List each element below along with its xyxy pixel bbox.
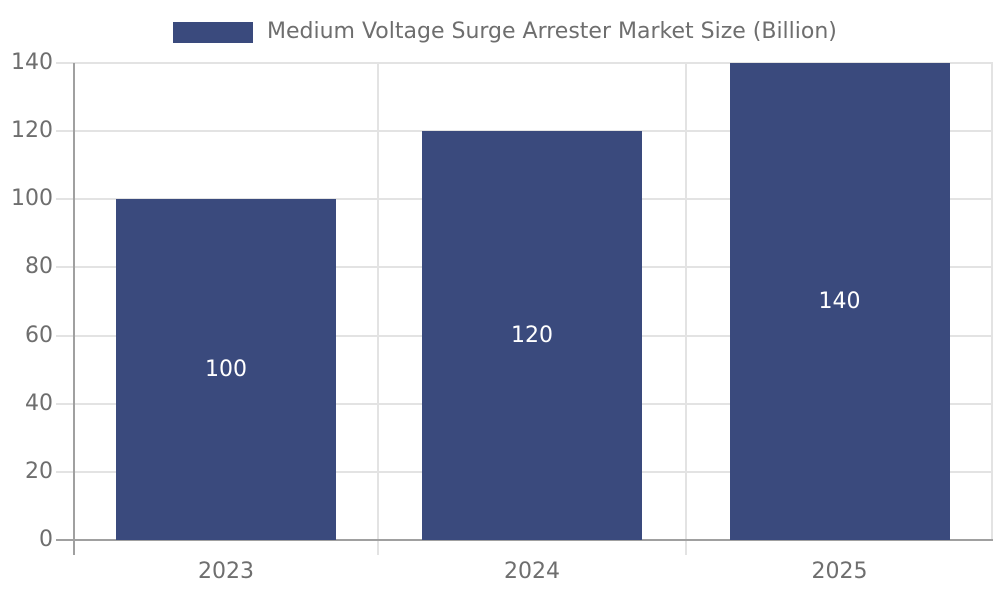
gridline-y-140	[74, 62, 993, 64]
y-tick-label-100: 100	[11, 186, 53, 212]
bar-value-label-2024: 120	[511, 322, 553, 348]
y-tick-label-40: 40	[25, 390, 53, 416]
y-tick-mark-120	[56, 130, 74, 133]
plot-area: 0 20 40 60 80 100 120 140 100 2023 120 2024 140 2025	[11, 51, 993, 584]
gridline-x-2	[685, 63, 687, 540]
bar-value-label-2023: 100	[205, 356, 247, 382]
bar-2024	[422, 131, 642, 540]
x-axis-line	[56, 539, 993, 541]
y-tick-mark-40	[56, 402, 74, 405]
y-tick-label-80: 80	[25, 254, 53, 280]
bar-2025	[729, 63, 950, 540]
y-tick-mark-60	[56, 334, 74, 337]
y-tick-label-140: 140	[11, 50, 53, 75]
x-tick-label-2025: 2025	[811, 559, 868, 584]
y-tick-label-60: 60	[25, 322, 53, 348]
y-tick-label-120: 120	[11, 118, 53, 144]
gridline-y-120	[74, 130, 993, 133]
y-tick-mark-80	[56, 266, 74, 269]
plot-right-border	[991, 63, 993, 540]
x-tick-label-2023: 2023	[198, 559, 254, 584]
x-tick-mark-1	[377, 540, 379, 555]
y-tick-mark-20	[56, 470, 74, 473]
bar-value-label-2025: 140	[818, 288, 861, 314]
legend-swatch	[173, 21, 253, 43]
y-tick-mark-140	[56, 62, 74, 64]
bar-2023	[116, 199, 336, 540]
legend: Medium Voltage Surge Arrester Market Siz…	[173, 14, 837, 50]
x-tick-mark-2	[685, 540, 687, 555]
gridline-x-1	[377, 63, 379, 540]
y-tick-label-0: 0	[39, 527, 53, 552]
y-tick-label-20: 20	[25, 458, 53, 484]
legend-label: Medium Voltage Surge Arrester Market Siz…	[267, 19, 837, 44]
y-axis-line	[73, 63, 75, 555]
y-tick-mark-100	[56, 198, 74, 201]
x-tick-label-2024: 2024	[504, 559, 560, 584]
